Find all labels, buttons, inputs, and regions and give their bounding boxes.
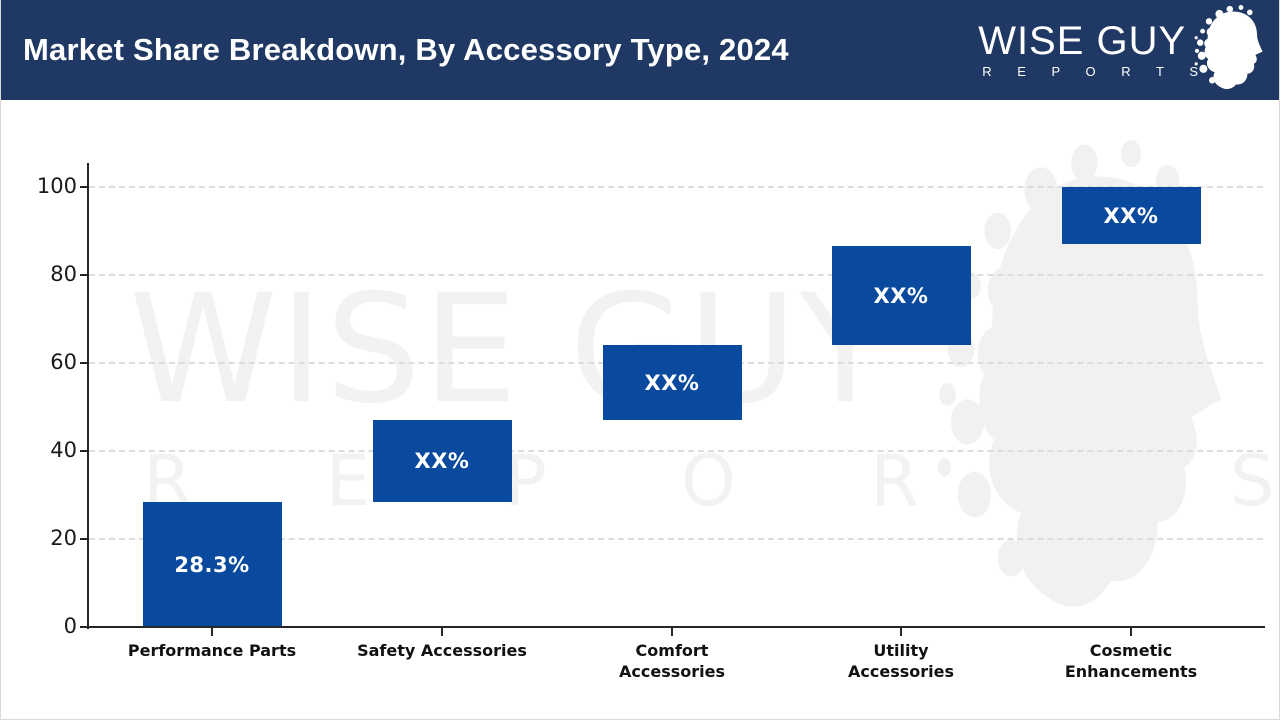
x-tick-label-line: Accessories [619,661,725,681]
y-tick-label: 40 [50,438,77,462]
y-tickmark [80,186,89,188]
y-tickmark [80,538,89,540]
x-tick-label-line: Cosmetic [1089,641,1173,660]
bar-label: XX% [873,283,929,308]
gridline [89,538,1263,540]
bar: 28.3% [142,502,282,627]
x-tick-label: Performance Parts [97,641,327,662]
x-axis [87,626,1265,628]
y-tickmark [80,450,89,452]
y-tickmark [80,626,89,628]
y-tick-label: 80 [50,262,77,286]
bar: XX% [1061,187,1201,245]
x-tick-label-line: Accessories [848,661,954,681]
bar: XX% [831,246,971,346]
bar-label: XX% [644,370,700,395]
x-tick-label-line: Safety Accessories [357,641,527,660]
x-tickmark [211,628,213,636]
x-tick-label: Safety Accessories [327,641,557,662]
y-tickmark [80,274,89,276]
bar: XX% [602,345,742,421]
header-bar: Market Share Breakdown, By Accessory Typ… [1,0,1279,100]
logo-head-icon [1193,5,1265,95]
x-tick-label-line: Enhancements [1064,661,1198,681]
x-tick-label-line: Utility [873,641,929,660]
y-tickmark [80,362,89,364]
gridline [89,450,1263,452]
wiseguy-logo: WISE GUY R E P O R T S [978,5,1265,95]
y-axis [87,163,89,629]
x-tickmark [671,628,673,636]
y-tick-label: 0 [63,614,77,638]
x-tick-label-line: Comfort [635,641,709,660]
x-tickmark [900,628,902,636]
y-tick-label: 100 [36,174,77,198]
bar-label: XX% [414,449,470,474]
gridline [89,186,1263,188]
x-tick-label: Comfort Accessories [557,641,787,683]
x-tickmark [1130,628,1132,636]
x-tick-label-line: Performance Parts [127,641,297,660]
y-tick-label: 60 [50,350,77,374]
y-tick-label: 20 [50,526,77,550]
page-title: Market Share Breakdown, By Accessory Typ… [23,32,789,67]
gridline [89,274,1263,276]
logo-wordmark: WISE GUY R E P O R T S [978,21,1209,79]
logo-reports-text: R E P O R T S [982,64,1209,79]
bar: XX% [372,420,512,503]
x-tickmark [441,628,443,636]
bar-label: XX% [1103,203,1159,228]
bar-label: 28.3% [174,552,250,577]
x-tick-label: Cosmetic Enhancements [1016,641,1246,683]
x-tick-label: Utility Accessories [786,641,1016,683]
logo-wiseguy-text: WISE GUY [978,19,1187,63]
